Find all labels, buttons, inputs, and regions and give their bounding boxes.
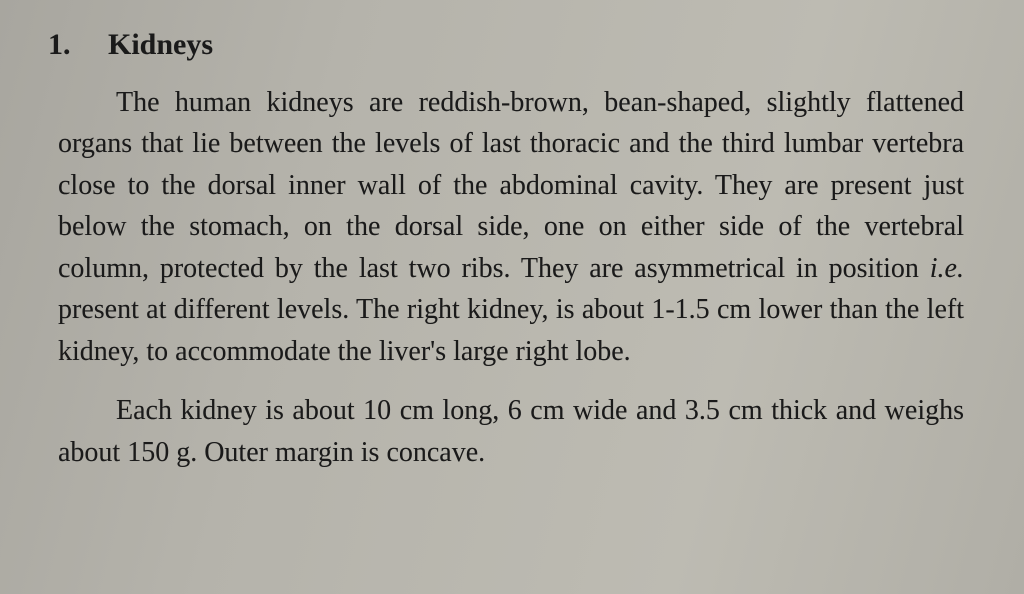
textbook-page: 1. Kidneys The human kidneys are reddish… xyxy=(0,0,1024,594)
body-text: The human kidneys are reddish-brown, bea… xyxy=(58,82,964,473)
p1-pre: The human kidneys are reddish-brown, bea… xyxy=(58,87,964,284)
section-number: 1. xyxy=(48,28,88,62)
p1-italic: i.e. xyxy=(930,253,964,284)
section-heading: 1. Kidneys xyxy=(48,28,964,62)
section-title: Kidneys xyxy=(108,28,213,62)
p1-post: present at different levels. The right k… xyxy=(58,294,964,366)
paragraph-2: Each kidney is about 10 cm long, 6 cm wi… xyxy=(58,390,964,473)
paragraph-1: The human kidneys are reddish-brown, bea… xyxy=(58,82,964,372)
